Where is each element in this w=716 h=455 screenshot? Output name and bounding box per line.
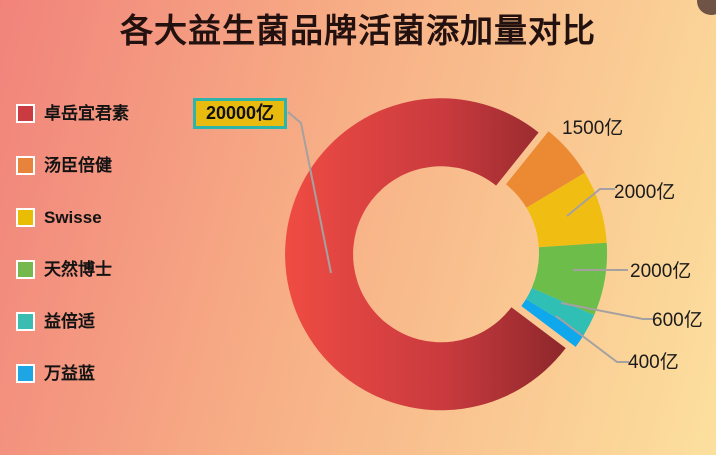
pie-slice-0[interactable] [285, 98, 566, 411]
legend-color-swatch [16, 104, 35, 123]
legend-color-swatch [16, 312, 35, 331]
legend-item-label: 万益蓝 [44, 364, 95, 383]
legend-item-label: 汤臣倍健 [44, 156, 112, 175]
legend-item-swisse[interactable]: Swisse [16, 208, 129, 227]
legend-color-swatch [16, 260, 35, 279]
slice-value-label-yibeishi: 600亿 [652, 310, 703, 331]
legend-item-zhuoyue[interactable]: 卓岳宜君素 [16, 104, 129, 123]
corner-circle-decoration [697, 0, 716, 15]
leader-line-swisse [566, 188, 615, 217]
legend: 卓岳宜君素 汤臣倍健 Swisse 天然博士 益倍适 万益蓝 [16, 104, 129, 383]
slice-value-label-byhealth: 1500亿 [562, 118, 624, 139]
legend-item-label: Swisse [44, 208, 102, 227]
leader-line-callout [287, 111, 332, 274]
chart-title: 各大益生菌品牌活菌添加量对比 [120, 14, 596, 50]
legend-item-yibeishi[interactable]: 益倍适 [16, 312, 129, 331]
slice-value-label-wanyilan: 400亿 [628, 352, 679, 373]
legend-item-label: 卓岳宜君素 [44, 104, 129, 123]
pie-slice-4[interactable] [526, 288, 595, 335]
callout-value-label-zhuoyue: 20000亿 [193, 98, 287, 129]
legend-color-swatch [16, 208, 35, 227]
slice-value-label-swisse: 2000亿 [614, 182, 676, 203]
slice-value-label-tianran: 2000亿 [630, 261, 692, 282]
legend-item-label: 益倍适 [44, 312, 95, 331]
legend-color-swatch [16, 364, 35, 383]
pie-slice-3[interactable] [531, 242, 608, 315]
leader-line-wanyilan [555, 315, 629, 363]
pie-slice-5[interactable] [521, 299, 584, 347]
legend-color-swatch [16, 156, 35, 175]
legend-item-wanyilan[interactable]: 万益蓝 [16, 364, 129, 383]
legend-item-byhealth[interactable]: 汤臣倍健 [16, 156, 129, 175]
pie-slice-2[interactable] [526, 172, 607, 248]
leader-line-yibeishi [560, 302, 653, 320]
legend-item-label: 天然博士 [44, 260, 112, 279]
legend-item-tianran[interactable]: 天然博士 [16, 260, 129, 279]
pie-slice-1[interactable] [506, 131, 585, 208]
